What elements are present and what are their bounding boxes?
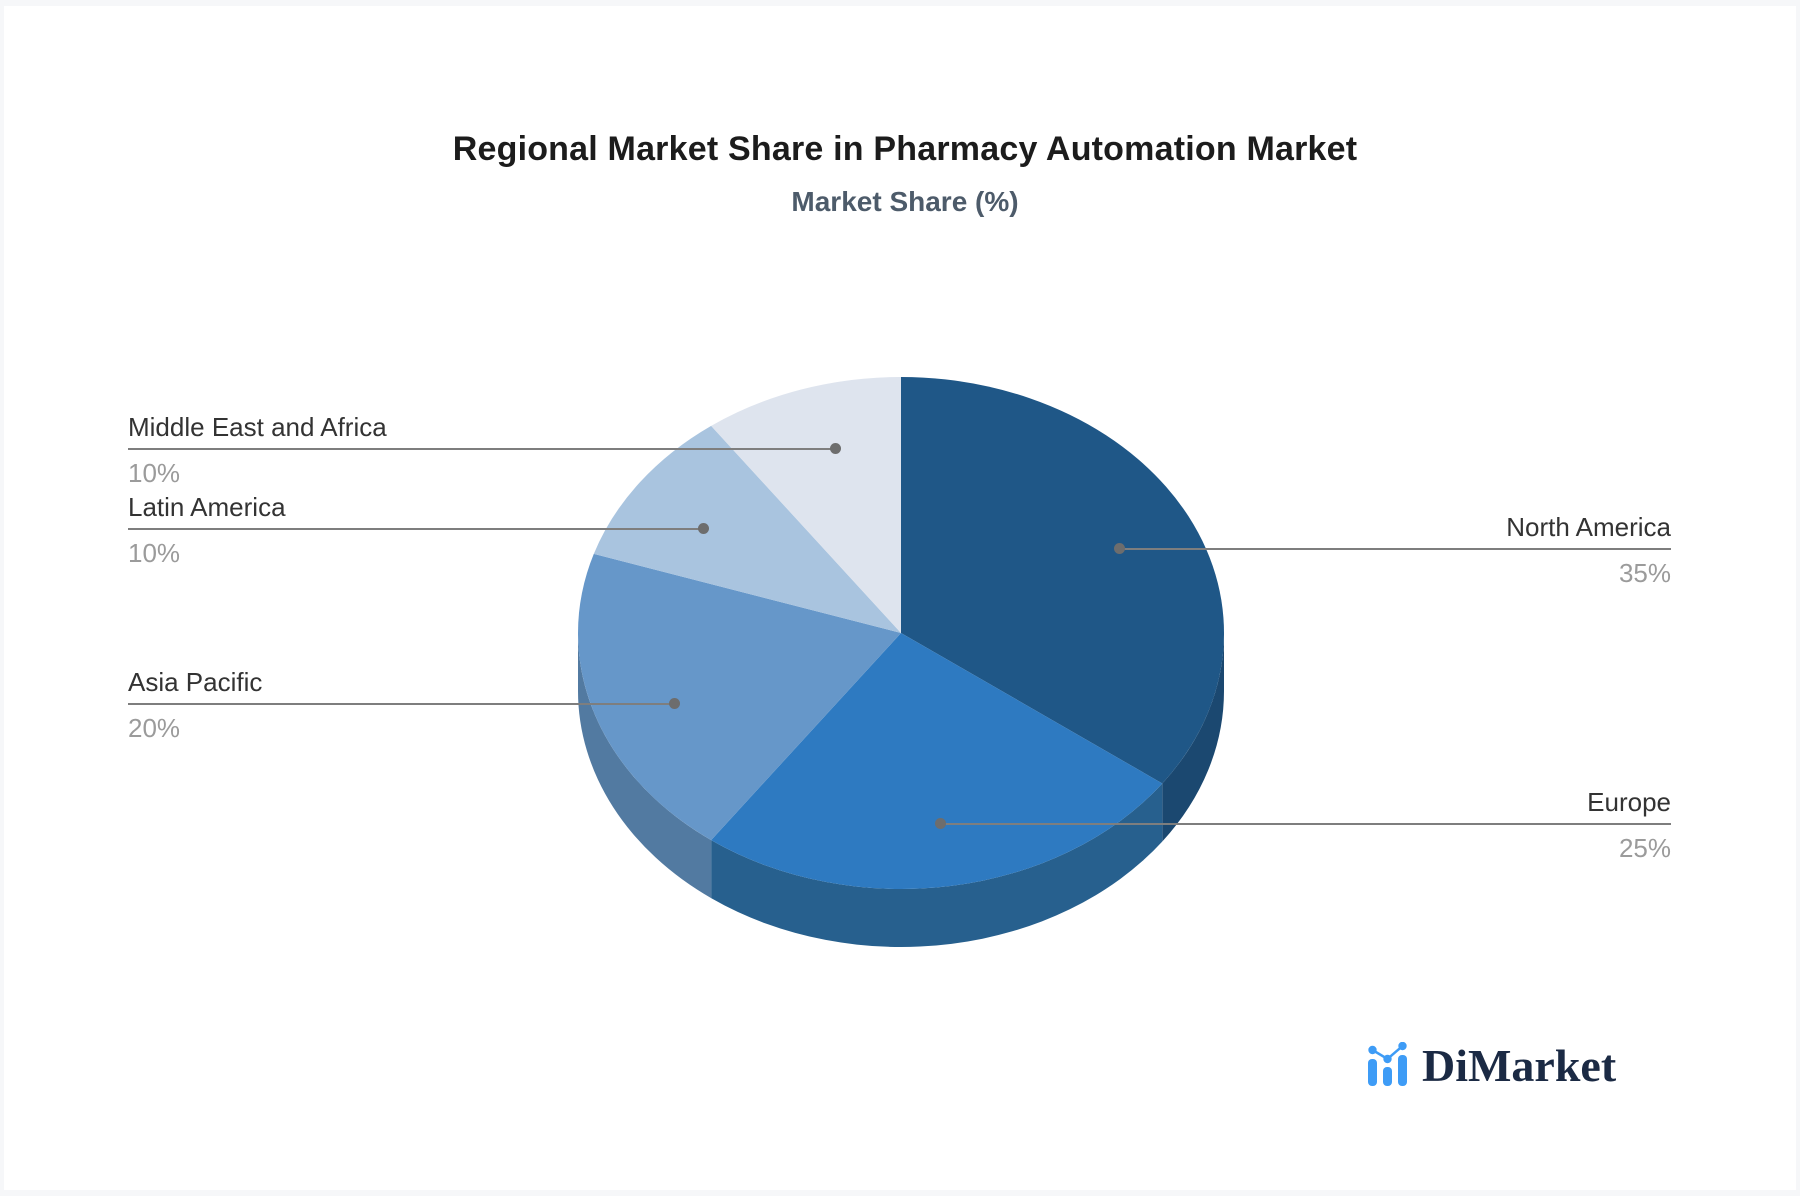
chart-title: Regional Market Share in Pharmacy Automa… — [452, 130, 1358, 168]
slice-percent: 35% — [1618, 558, 1671, 588]
leader-line — [128, 698, 680, 709]
callout-europe: Europe 25% — [935, 787, 1671, 863]
pie-slice-latin-america[interactable] — [593, 425, 901, 633]
leader-dot — [698, 523, 709, 534]
pie-slice-side-europe — [711, 783, 1163, 947]
dimarket-logo: DiMarket — [1366, 1042, 1616, 1090]
leader-dot — [830, 443, 841, 454]
callout-latin-america: Latin America 10% — [128, 492, 709, 568]
leader-line — [128, 523, 709, 534]
slice-percent: 10% — [128, 538, 181, 568]
callout-asia-pacific: Asia Pacific 20% — [128, 667, 680, 743]
slice-label: Middle East and Africa — [128, 412, 387, 442]
right-edge-strip — [1796, 0, 1800, 1196]
top-edge-strip — [0, 0, 1800, 6]
leader-line — [128, 443, 841, 454]
pie-slice-middle-east-and-africa[interactable] — [711, 377, 901, 633]
leader-dot — [935, 818, 946, 829]
slice-label: Europe — [1587, 787, 1671, 817]
bottom-edge-strip — [0, 1190, 1800, 1196]
callout-middle-east-and-africa: Middle East and Africa 10% — [128, 412, 841, 488]
pie-slice-north-america[interactable] — [901, 377, 1224, 784]
leader-line — [935, 818, 1671, 829]
slice-percent: 20% — [128, 713, 181, 743]
pie-slice-side-asia-pacific — [578, 633, 712, 899]
chart-subtitle: Market Share (%) — [791, 186, 1019, 217]
slice-label: North America — [1506, 512, 1671, 542]
pie-slice-asia-pacific[interactable] — [578, 553, 901, 841]
slice-percent: 10% — [128, 458, 181, 488]
leader-line — [1114, 543, 1671, 554]
leader-dot — [1114, 543, 1125, 554]
pie-slice-side-north-america — [1162, 633, 1224, 842]
bar-chart-trend-icon — [1368, 1042, 1407, 1086]
left-edge-strip — [0, 0, 4, 1196]
logo-text: DiMarket — [1422, 1040, 1617, 1091]
slice-percent: 25% — [1618, 833, 1671, 863]
callout-north-america: North America 35% — [1114, 512, 1671, 588]
slice-label: Latin America — [128, 492, 286, 522]
slice-label: Asia Pacific — [128, 667, 263, 697]
leader-dot — [669, 698, 680, 709]
